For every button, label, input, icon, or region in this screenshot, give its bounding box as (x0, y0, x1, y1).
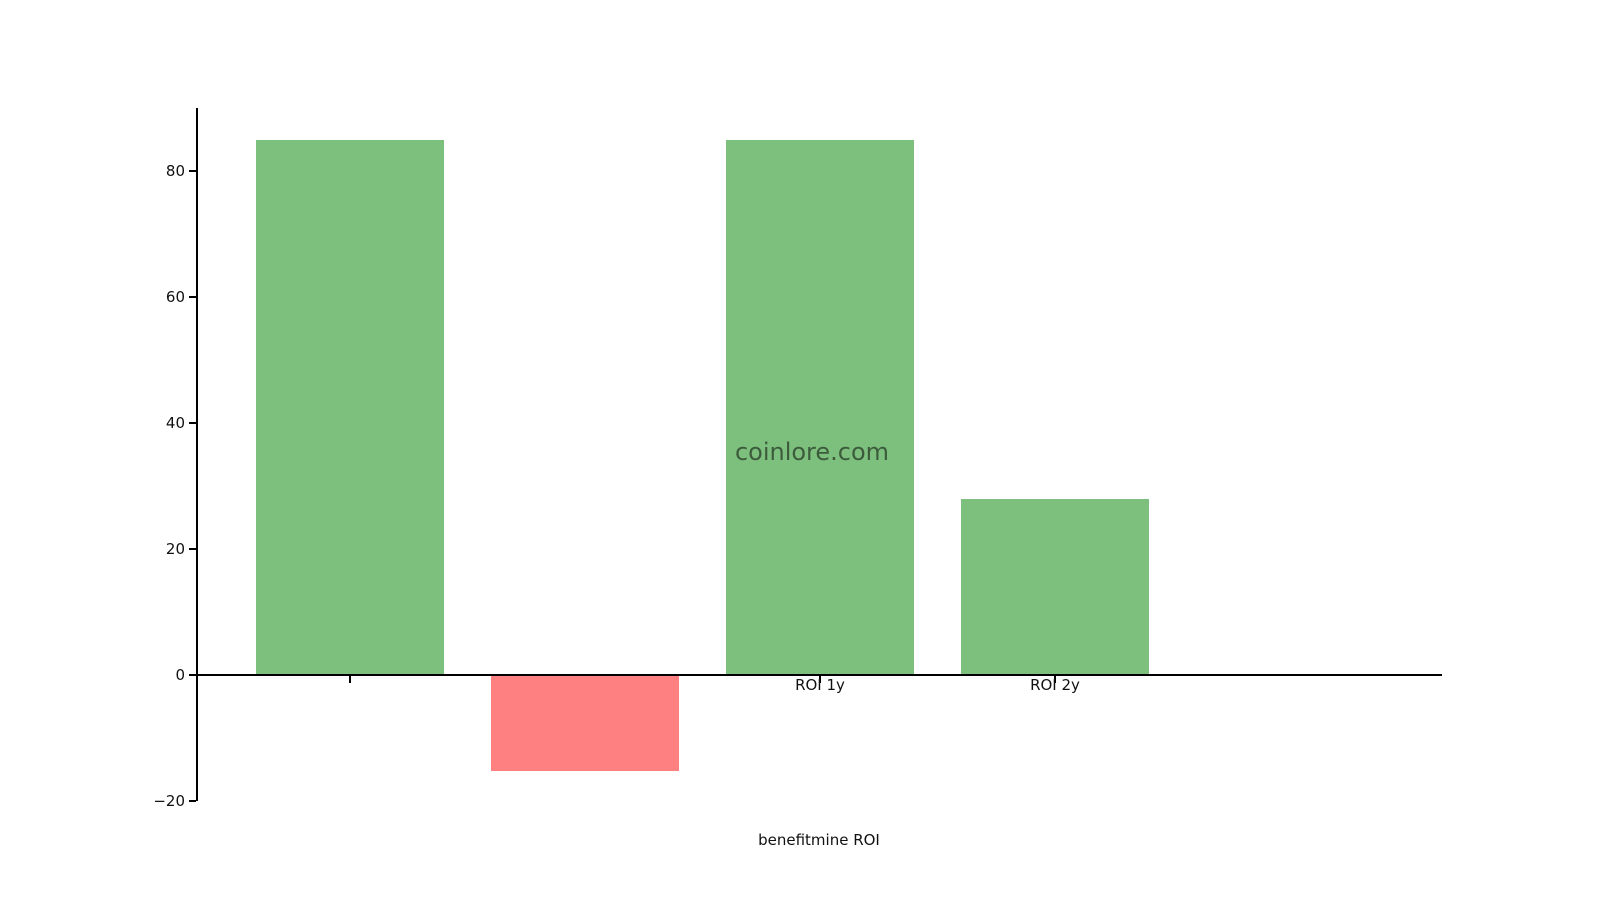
x-axis-line (196, 674, 1442, 676)
x-tick (349, 675, 351, 683)
y-tick-label: 80 (165, 162, 185, 180)
y-tick-label: 60 (165, 288, 185, 306)
y-tick (189, 170, 196, 172)
watermark: coinlore.com (734, 438, 890, 466)
x-axis-title: benefitmine ROI (758, 831, 880, 849)
bar-series-1 (491, 676, 679, 771)
y-axis-spine (196, 108, 198, 801)
y-tick (189, 296, 196, 298)
y-tick-label: −20 (153, 792, 185, 810)
y-tick-label: 40 (165, 414, 185, 432)
bar-series-0 (256, 139, 444, 675)
y-tick-label: 20 (165, 540, 185, 558)
y-tick (189, 422, 196, 424)
x-tick-label: ROI 1y (795, 676, 845, 694)
y-tick (189, 548, 196, 550)
x-tick (819, 675, 821, 683)
x-tick-label: ROI 2y (1030, 676, 1080, 694)
y-tick (189, 800, 196, 802)
bar-roi-1y (726, 139, 914, 675)
y-tick-label: 0 (175, 666, 185, 684)
x-tick (1054, 675, 1056, 683)
bar-roi-2y (961, 498, 1149, 675)
y-tick (189, 674, 196, 676)
